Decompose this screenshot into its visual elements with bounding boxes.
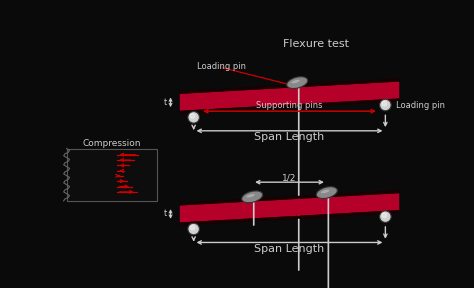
Ellipse shape [321, 190, 329, 193]
Polygon shape [180, 190, 399, 206]
Bar [66, 149, 157, 201]
Text: Span Length: Span Length [255, 132, 325, 142]
Text: Loading pin: Loading pin [198, 62, 246, 71]
Text: t: t [164, 98, 167, 107]
Ellipse shape [316, 187, 337, 198]
Circle shape [190, 225, 195, 230]
Text: Span Length: Span Length [255, 244, 325, 254]
Circle shape [188, 223, 200, 235]
Circle shape [380, 99, 391, 111]
Polygon shape [180, 82, 399, 111]
Polygon shape [180, 193, 399, 222]
Ellipse shape [287, 77, 308, 88]
Polygon shape [180, 210, 399, 226]
Text: Loading pin: Loading pin [396, 101, 445, 109]
Ellipse shape [292, 80, 300, 83]
Text: Flexure test: Flexure test [283, 39, 349, 49]
Circle shape [380, 211, 391, 222]
Ellipse shape [242, 191, 263, 203]
Polygon shape [180, 98, 399, 114]
Circle shape [382, 101, 386, 106]
Ellipse shape [246, 194, 255, 198]
Polygon shape [180, 79, 399, 94]
Circle shape [382, 213, 386, 217]
Circle shape [190, 113, 195, 118]
Circle shape [188, 111, 200, 123]
Text: Supporting pins: Supporting pins [256, 101, 323, 110]
Text: t: t [164, 209, 167, 219]
Text: Compression: Compression [83, 139, 141, 148]
Text: 1/2: 1/2 [283, 174, 297, 183]
